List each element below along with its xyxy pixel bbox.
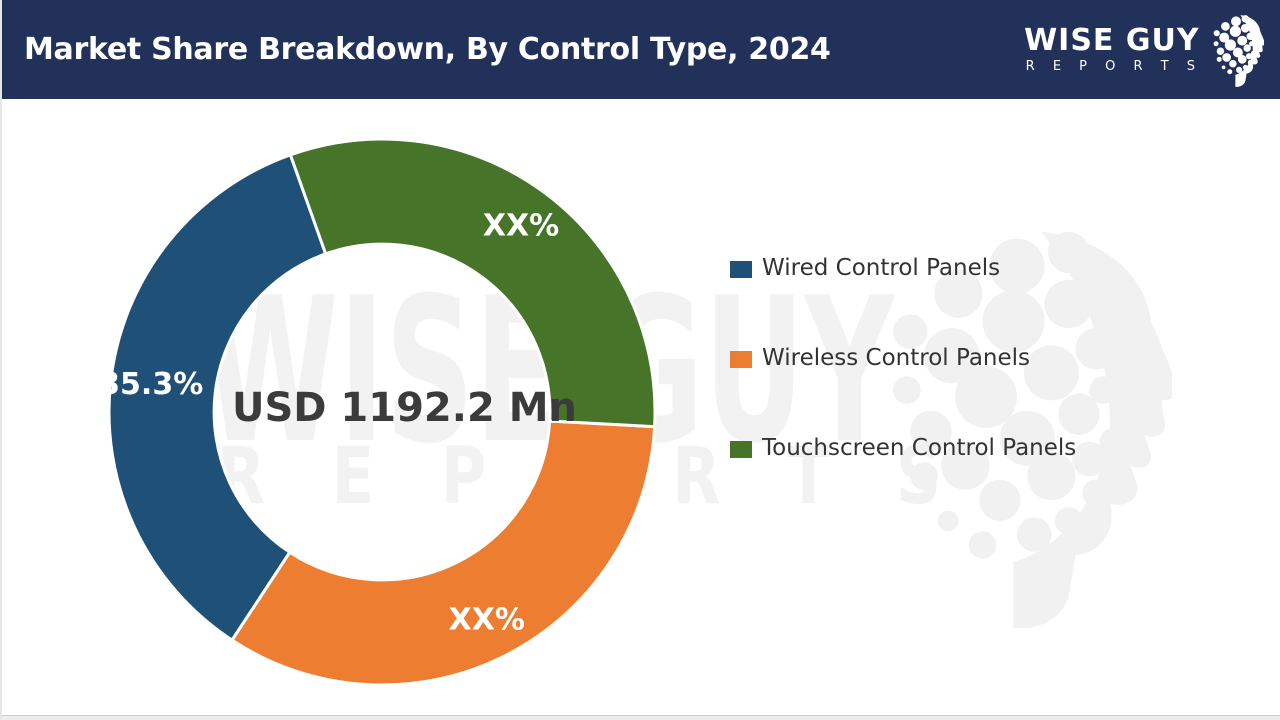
wiseguy-logo: WISE GUY R E P O R T S — [1022, 12, 1264, 88]
donut-segment-0 — [107, 152, 328, 643]
legend-swatch-touchscreen — [730, 440, 752, 458]
page-title: Market Share Breakdown, By Control Type,… — [24, 32, 831, 67]
chart-legend: Wired Control Panels Wireless Control Pa… — [730, 254, 1076, 524]
legend-swatch-wireless — [730, 350, 752, 368]
wiseguy-head-icon — [1208, 12, 1264, 88]
legend-label: Wireless Control Panels — [762, 345, 1031, 371]
donut-chart: 35.3% XX% XX% — [106, 137, 657, 687]
slice-label-1: XX% — [449, 602, 525, 637]
donut-segment-2 — [288, 137, 657, 429]
header: Market Share Breakdown, By Control Type,… — [2, 0, 1280, 99]
legend-label: Touchscreen Control Panels — [762, 435, 1077, 461]
chart-center-value: USD 1192.2 Mn — [232, 385, 577, 431]
legend-item-wireless: Wireless Control Panels — [730, 344, 1076, 373]
slice-label-0: 35.3% — [106, 367, 203, 402]
legend-item-wired: Wired Control Panels — [730, 254, 1076, 283]
legend-label: Wired Control Panels — [762, 255, 1001, 281]
slice-label-2: XX% — [483, 209, 559, 244]
logo-name: WISE GUY — [1024, 23, 1200, 58]
logo-subtitle: R E P O R T S — [1025, 59, 1202, 74]
legend-item-touchscreen: Touchscreen Control Panels — [730, 434, 1076, 463]
bottom-divider — [2, 715, 1280, 720]
donut-segment-1 — [229, 419, 657, 687]
legend-swatch-wired — [730, 260, 752, 278]
